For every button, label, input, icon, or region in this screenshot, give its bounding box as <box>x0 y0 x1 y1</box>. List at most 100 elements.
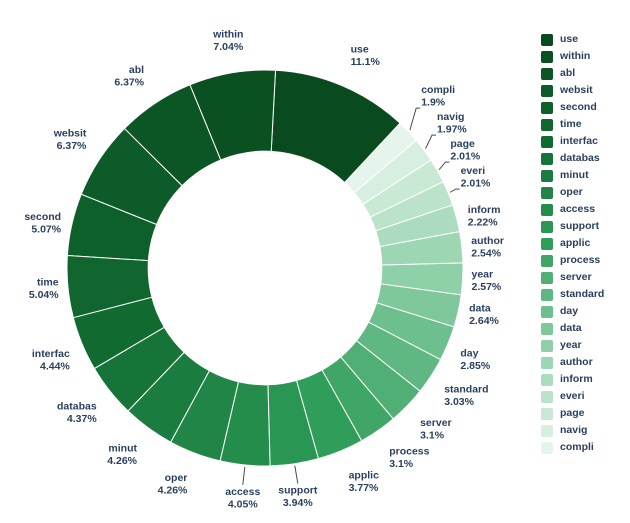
legend-swatch <box>541 135 553 148</box>
legend-item-process[interactable]: process <box>541 254 604 267</box>
legend-swatch <box>541 169 553 182</box>
legend-item-server[interactable]: server <box>541 271 604 284</box>
legend-item-time[interactable]: time <box>541 118 604 131</box>
legend-item-data[interactable]: data <box>541 322 604 335</box>
legend-label: oper <box>560 186 583 198</box>
slice-label-pct-time: 5.04% <box>29 289 59 301</box>
label-leader-line <box>438 161 450 170</box>
legend-swatch <box>541 101 553 114</box>
legend-item-use[interactable]: use <box>541 33 604 46</box>
legend-item-everi[interactable]: everi <box>541 390 604 403</box>
donut-plot: use11.1%within7.04%abl6.37%websit6.37%se… <box>24 28 504 510</box>
legend-swatch <box>541 220 553 233</box>
legend-swatch <box>541 271 553 284</box>
legend-item-minut[interactable]: minut <box>541 169 604 182</box>
legend-swatch <box>541 152 553 165</box>
legend-item-compli[interactable]: compli <box>541 441 604 454</box>
label-leader-line <box>425 134 436 149</box>
legend-label: access <box>560 203 596 215</box>
legend-label: minut <box>560 169 589 181</box>
slice-label-name-time: time <box>37 277 59 289</box>
legend-swatch <box>541 373 553 386</box>
legend-item-applic[interactable]: applic <box>541 237 604 250</box>
slice-label-name-interfac: interfac <box>32 348 70 360</box>
slice-label-name-standard: standard <box>444 383 488 395</box>
legend-item-author[interactable]: author <box>541 356 604 369</box>
slice-label-name-applic: applic <box>349 469 380 481</box>
slice-label-pct-day: 2.85% <box>460 360 490 372</box>
legend-label: time <box>560 118 582 130</box>
slice-label-pct-support: 3.94% <box>283 497 313 509</box>
legend-item-page[interactable]: page <box>541 407 604 420</box>
label-leader-line <box>294 465 299 484</box>
slice-label-name-author: author <box>471 235 504 247</box>
slice-label-name-databas: databas <box>57 400 97 412</box>
legend-swatch <box>541 390 553 403</box>
legend-label: applic <box>560 237 591 249</box>
slice-label-name-process: process <box>389 446 429 458</box>
legend-item-inform[interactable]: inform <box>541 373 604 386</box>
legend-item-day[interactable]: day <box>541 305 604 318</box>
slice-label-pct-access: 4.05% <box>228 498 258 510</box>
legend-label: everi <box>560 390 585 402</box>
legend-label: interfac <box>560 135 598 147</box>
legend-item-oper[interactable]: oper <box>541 186 604 199</box>
slice-label-name-second: second <box>24 211 61 223</box>
slice-label-pct-everi: 2.01% <box>461 178 491 190</box>
slice-label-pct-oper: 4.26% <box>158 484 188 496</box>
legend-item-interfac[interactable]: interfac <box>541 135 604 148</box>
legend-swatch <box>541 50 553 63</box>
legend-swatch <box>541 67 553 80</box>
slice-label-pct-compli: 1.9% <box>421 97 446 109</box>
legend-item-support[interactable]: support <box>541 220 604 233</box>
legend-label: server <box>560 271 592 283</box>
slice-label-pct-within: 7.04% <box>213 41 243 53</box>
legend-label: standard <box>560 288 605 300</box>
slice-label-name-access: access <box>225 486 260 498</box>
legend-item-databas[interactable]: databas <box>541 152 604 165</box>
slice-label-name-everi: everi <box>461 165 486 177</box>
legend-item-within[interactable]: within <box>541 50 604 63</box>
slice-label-name-navig: navig <box>437 111 464 123</box>
slice-label-name-support: support <box>278 484 318 496</box>
slice-label-pct-use: 11.1% <box>351 56 381 68</box>
slice-label-pct-page: 2.01% <box>450 151 480 163</box>
legend-label: compli <box>560 441 594 453</box>
slice-label-pct-applic: 3.77% <box>349 482 379 494</box>
slice-label-pct-minut: 4.26% <box>107 455 137 467</box>
slice-label-pct-interfac: 4.44% <box>40 361 70 373</box>
legend-item-standard[interactable]: standard <box>541 288 604 301</box>
slice-label-name-day: day <box>460 348 478 360</box>
slice-label-pct-navig: 1.97% <box>437 124 467 136</box>
legend-label: within <box>560 50 591 62</box>
donut-slice-compli[interactable] <box>343 122 418 194</box>
legend-item-websit[interactable]: websit <box>541 84 604 97</box>
legend-swatch <box>541 339 553 352</box>
slice-label-name-server: server <box>420 417 452 429</box>
legend-swatch <box>541 84 553 97</box>
slice-label-name-abl: abl <box>129 64 144 76</box>
legend-item-navig[interactable]: navig <box>541 424 604 437</box>
label-leader-line <box>409 107 421 131</box>
legend-label: websit <box>560 84 593 96</box>
legend-item-abl[interactable]: abl <box>541 67 604 80</box>
slice-label-name-use: use <box>351 44 369 56</box>
legend-item-year[interactable]: year <box>541 339 604 352</box>
slice-label-name-oper: oper <box>165 472 188 484</box>
slice-label-pct-websit: 6.37% <box>57 140 87 152</box>
legend-swatch <box>541 33 553 46</box>
legend-item-access[interactable]: access <box>541 203 604 216</box>
slice-label-name-page: page <box>450 138 475 150</box>
legend-label: process <box>560 254 601 266</box>
slice-label-pct-data: 2.64% <box>469 315 499 327</box>
legend-swatch <box>541 441 553 454</box>
slice-label-pct-databas: 4.37% <box>67 413 97 425</box>
legend-swatch <box>541 118 553 131</box>
legend-swatch <box>541 407 553 420</box>
slice-label-pct-inform: 2.22% <box>468 217 498 229</box>
legend-item-second[interactable]: second <box>541 101 604 114</box>
legend-swatch <box>541 288 553 301</box>
slice-label-name-minut: minut <box>108 443 137 455</box>
slice-label-pct-author: 2.54% <box>471 248 501 260</box>
